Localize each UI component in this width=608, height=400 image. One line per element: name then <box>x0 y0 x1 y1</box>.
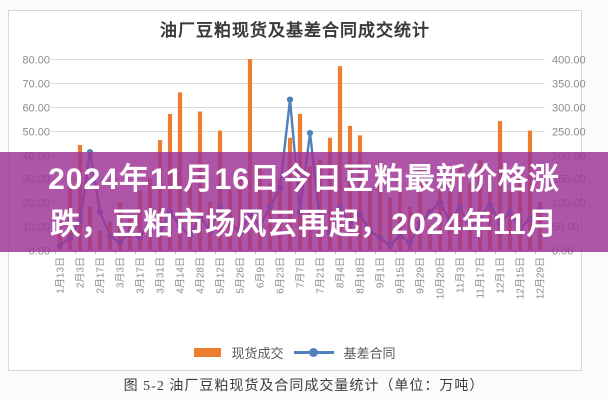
x-tick-label: 2月3日 <box>75 257 87 288</box>
x-tick-label: 8月4日 <box>335 257 347 288</box>
figure-caption: 图 5-2 油厂豆粕现货及合同成交量统计（单位：万吨） <box>123 379 485 394</box>
headline-banner: 2024年11月16日今日豆粕最新价格涨 跌，豆粕市场风云再起，2024年11月 <box>0 152 608 252</box>
x-tick-label: 11月17日 <box>475 257 487 299</box>
x-tick-label: 7月21日 <box>315 257 327 294</box>
y-tick-label-left: 60.00 <box>22 103 50 115</box>
x-tick-label: 3月3日 <box>115 257 127 288</box>
x-tick-label: 10月20日 <box>435 257 447 299</box>
y-tick-label-left: 80.00 <box>22 55 50 67</box>
headline-line-1: 2024年11月16日今日豆粕最新价格涨 <box>48 163 560 196</box>
x-tick-label: 3月17日 <box>135 257 147 294</box>
x-tick-label: 9月1日 <box>375 257 387 288</box>
line-series-swatch-icon <box>293 348 334 357</box>
x-tick-label: 5月12日 <box>215 257 227 294</box>
x-tick-label: 7月7日 <box>295 257 307 288</box>
y-tick-label-left: 50.00 <box>22 127 50 139</box>
x-tick-label: 5月26日 <box>235 257 247 294</box>
x-tick-label: 12月1日 <box>495 257 507 294</box>
line-series-label: 基差合同 <box>343 346 396 361</box>
x-tick-label: 9月15日 <box>395 257 407 294</box>
x-tick-label: 12月29日 <box>535 257 547 299</box>
bar-series-swatch-icon <box>194 348 222 357</box>
x-tick-label: 6月9日 <box>255 257 267 288</box>
x-tick-label: 4月14日 <box>175 257 187 294</box>
x-tick-label: 3月31日 <box>155 257 167 294</box>
y-tick-label-right: 300.00 <box>552 103 586 115</box>
y-tick-label-right: 400.00 <box>552 55 586 67</box>
basis-marker <box>286 96 294 103</box>
y-tick-label-right: 250.00 <box>552 127 586 139</box>
x-tick-label: 4月28日 <box>195 257 207 294</box>
bar-series-label: 现货成交 <box>231 346 284 361</box>
chart-legend: 现货成交 基差合同 <box>8 343 582 362</box>
x-tick-label: 2月17日 <box>95 257 107 294</box>
chart-title: 油厂豆粕现货及基差合同成交统计 <box>160 21 430 40</box>
x-tick-label: 8月18日 <box>355 257 367 294</box>
y-tick-label-left: 70.00 <box>22 79 50 91</box>
headline-line-2: 跌，豆粕市场风云再起，2024年11月 <box>50 208 558 241</box>
basis-marker <box>306 129 314 137</box>
x-tick-label: 11月3日 <box>455 257 467 293</box>
x-tick-label: 1月13日 <box>55 257 67 294</box>
y-tick-label-right: 350.00 <box>552 79 586 91</box>
x-tick-label: 12月15日 <box>515 257 527 299</box>
x-tick-label: 9月29日 <box>415 257 427 294</box>
x-tick-label: 6月23日 <box>275 257 287 294</box>
